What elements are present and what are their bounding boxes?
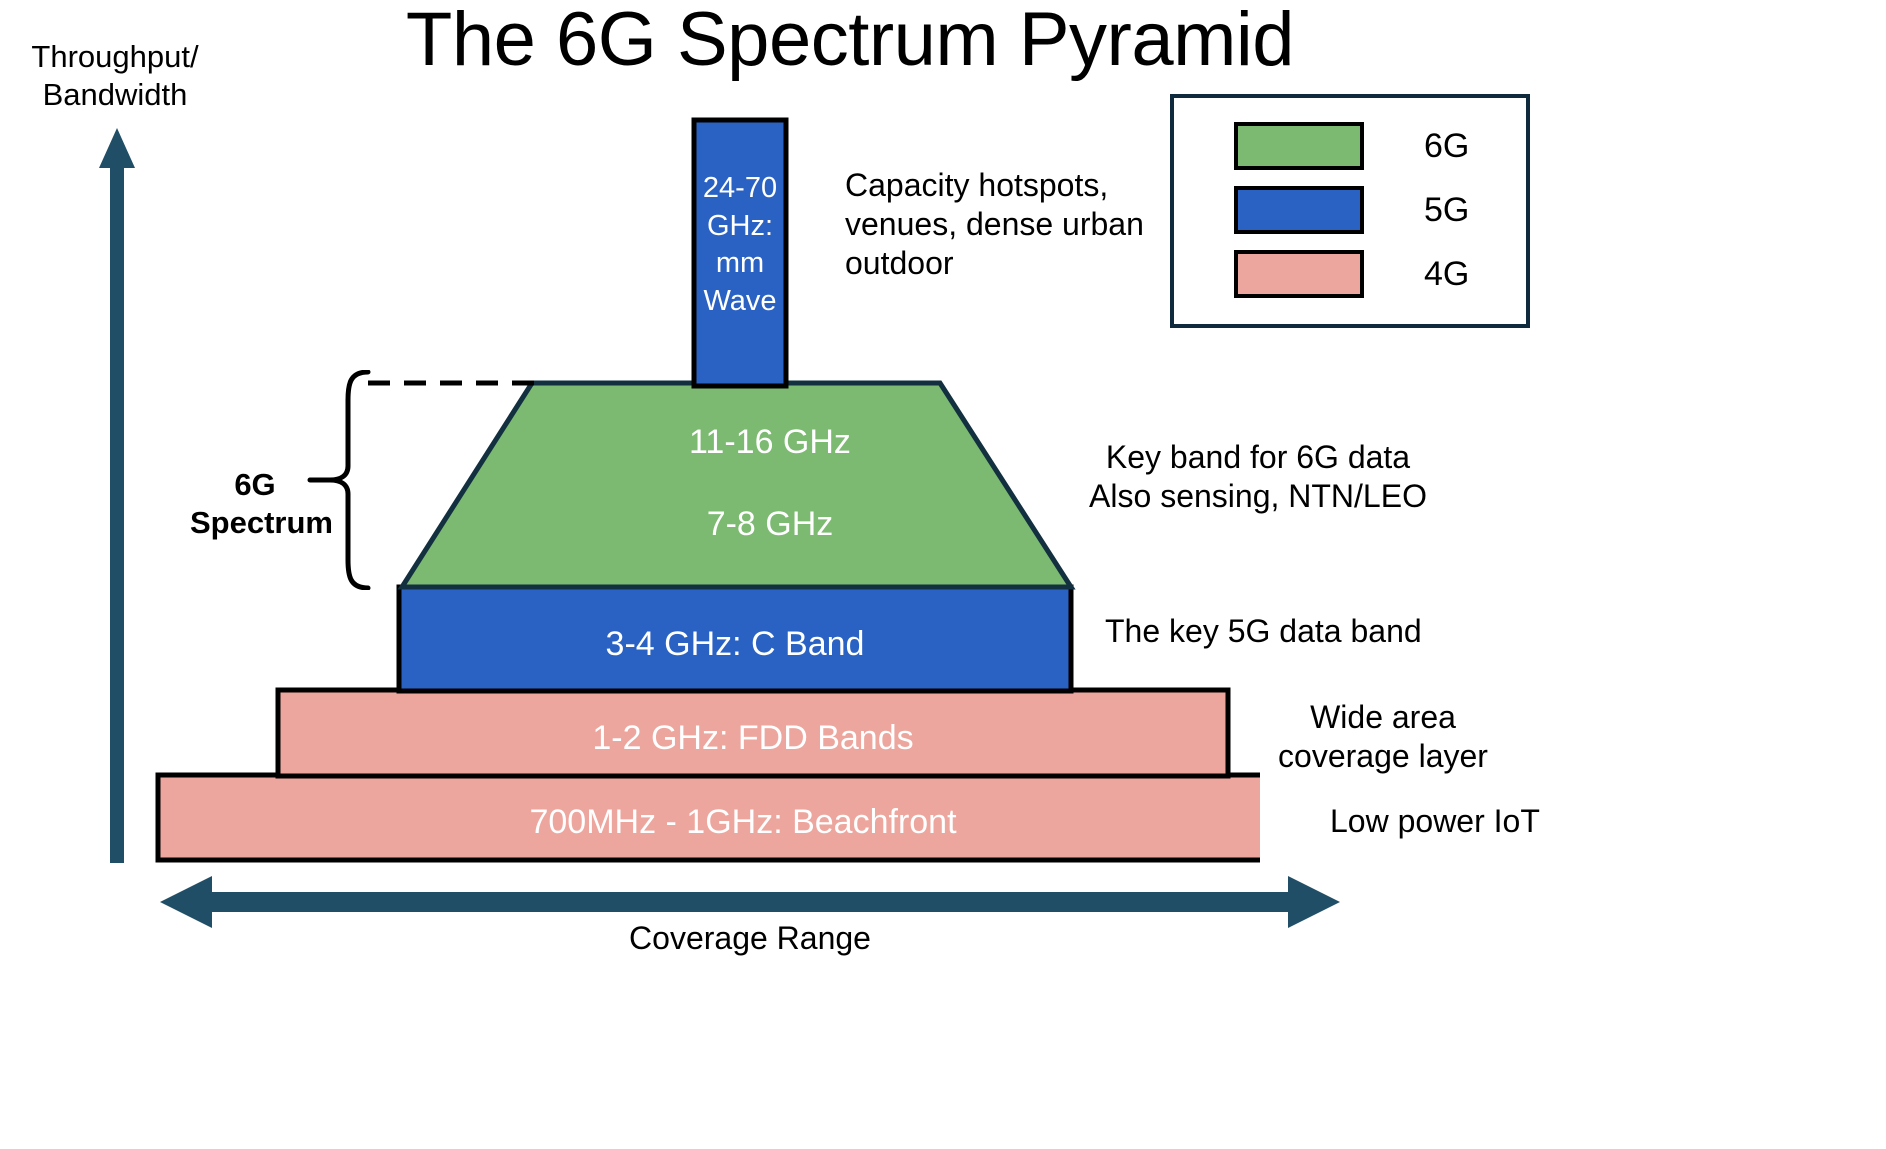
legend-swatch-5g bbox=[1234, 186, 1364, 234]
legend: 6G 5G 4G bbox=[1170, 94, 1530, 328]
annotation-hotspots-line1: Capacity hotspots, bbox=[845, 167, 1109, 203]
x-axis-arrow-icon bbox=[160, 876, 1340, 928]
y-axis-label-line1: Throughput/ bbox=[31, 39, 199, 74]
legend-item-5g: 5G bbox=[1174, 184, 1526, 236]
band-shape-mmwave bbox=[691, 117, 789, 389]
brace-label-6g-spectrum: 6G Spectrum bbox=[190, 466, 333, 542]
legend-swatch-6g bbox=[1234, 122, 1364, 170]
band-shape-6g-trapezoid bbox=[397, 380, 1076, 590]
annotation-widearea-line1: Wide area bbox=[1310, 699, 1456, 735]
y-axis-arrow-icon bbox=[99, 128, 135, 863]
annotation-widearea-line2: coverage layer bbox=[1278, 738, 1488, 775]
annotation-key-band-6g: Key band for 6G data Also sensing, NTN/L… bbox=[1058, 438, 1458, 516]
annotation-low-power-iot: Low power IoT bbox=[1330, 803, 1540, 839]
y-axis-label: Throughput/ Bandwidth bbox=[0, 38, 230, 114]
page-title: The 6G Spectrum Pyramid bbox=[405, 0, 1295, 82]
spectrum-pyramid-shapes bbox=[155, 117, 1260, 863]
y-axis-label-line2: Bandwidth bbox=[42, 76, 188, 112]
annotation-capacity-hotspots: Capacity hotspots, venues, dense urban o… bbox=[845, 166, 1175, 283]
legend-item-4g: 4G bbox=[1174, 248, 1526, 300]
brace-label-line2: Spectrum bbox=[190, 504, 333, 540]
brace-label-line1: 6G bbox=[234, 467, 276, 502]
curly-brace-icon bbox=[307, 370, 371, 590]
legend-item-6g: 6G bbox=[1174, 120, 1526, 172]
band-shape-beachfront bbox=[155, 772, 1260, 863]
legend-label-5g: 5G bbox=[1424, 190, 1470, 229]
annotation-hotspots-line3: outdoor bbox=[845, 245, 954, 282]
legend-swatch-4g bbox=[1234, 250, 1364, 298]
annotation-keyband-line1: Key band for 6G data bbox=[1105, 439, 1411, 475]
annotation-hotspots-line2: venues, dense urban bbox=[845, 206, 1144, 243]
annotation-wide-area-coverage: Wide area coverage layer bbox=[1268, 698, 1498, 776]
band-shape-fdd bbox=[275, 687, 1231, 779]
annotation-key-5g-data-band: The key 5G data band bbox=[1105, 613, 1422, 649]
x-axis-label: Coverage Range bbox=[629, 920, 871, 956]
annotation-keyband-line2: Also sensing, NTN/LEO bbox=[1089, 478, 1427, 515]
legend-label-4g: 4G bbox=[1424, 254, 1470, 293]
band-shape-cband bbox=[396, 584, 1074, 694]
legend-label-6g: 6G bbox=[1424, 126, 1470, 165]
